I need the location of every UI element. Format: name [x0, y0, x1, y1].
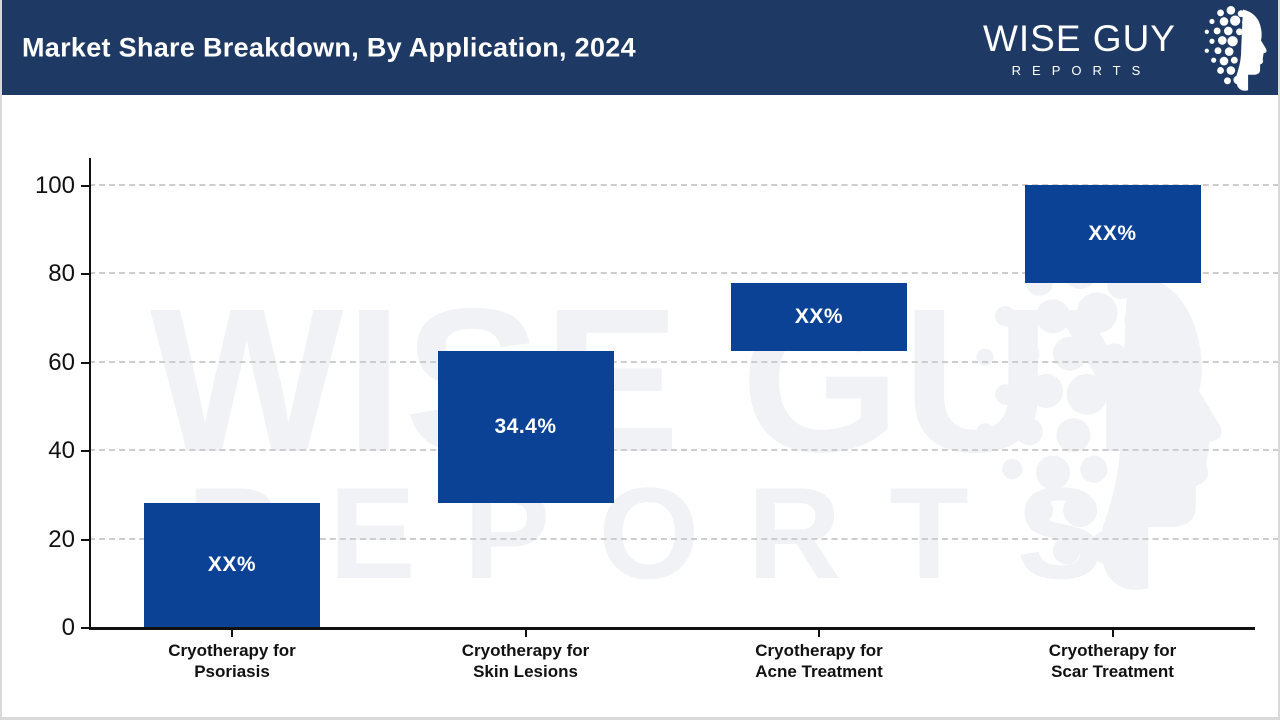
brand-name: WISE GUY	[982, 18, 1176, 59]
x-tick-3	[818, 630, 820, 637]
bar-segment-1: XX%	[144, 503, 320, 627]
x-category-line: Psoriasis	[194, 662, 270, 682]
gridline-20	[89, 537, 1278, 540]
bar-segment-4: XX%	[1024, 185, 1201, 284]
y-axis-line	[89, 158, 91, 629]
watermark-wordmark-line2: REPORTS	[187, 460, 1152, 606]
y-tick-label-0: 0	[61, 614, 75, 641]
x-category-label-4: Cryotherapy for Scar Treatment	[983, 640, 1243, 683]
gridline-80	[89, 272, 1278, 275]
bar-value-label-3: XX%	[794, 305, 844, 329]
bar-segment-3: XX%	[731, 283, 907, 352]
x-tick-2	[524, 630, 527, 637]
x-category-line: Cryotherapy for	[755, 641, 883, 660]
y-tick-label-20: 20	[48, 525, 75, 553]
y-tick-80	[81, 273, 89, 276]
x-category-label-3: Cryotherapy for Acne Treatment	[689, 640, 949, 683]
bar-value-label-2: 34.4%	[494, 415, 557, 439]
gridline-40	[89, 449, 1278, 452]
x-tick-4	[1111, 630, 1114, 637]
bar-value-label-1: XX%	[207, 553, 257, 577]
y-tick-20	[81, 538, 89, 541]
y-tick-label-40: 40	[48, 437, 75, 465]
x-category-label-1: Cryotherapy for Psoriasis	[102, 640, 362, 683]
x-category-line: Cryotherapy for	[461, 641, 590, 660]
y-tick-0	[81, 627, 89, 629]
bar-segment-2: 34.4%	[437, 351, 614, 504]
x-category-label-2: Cryotherapy for Skin Lesions	[396, 640, 656, 683]
y-tick-label-60: 60	[48, 348, 75, 376]
brand-head-icon	[1204, 6, 1267, 91]
chart-title: Market Share Breakdown, By Application, …	[22, 32, 636, 62]
x-category-line: Cryotherapy for	[1048, 641, 1177, 660]
header-bar: Market Share Breakdown, By Application, …	[2, 0, 1278, 95]
y-tick-label-80: 80	[48, 260, 75, 288]
y-tick-100	[81, 185, 89, 187]
x-category-line: Skin Lesions	[473, 662, 578, 682]
x-category-line: Acne Treatment	[755, 662, 883, 682]
x-category-line: Scar Treatment	[1051, 662, 1174, 682]
brand-subname: REPORTS	[1011, 63, 1152, 78]
x-axis-line	[89, 627, 1255, 630]
y-tick-40	[81, 450, 89, 453]
y-tick-label-100: 100	[34, 172, 75, 199]
gridline-60	[89, 360, 1278, 363]
brand-logo: WISE GUY REPORTS	[983, 4, 1267, 92]
bar-value-label-4: XX%	[1088, 222, 1137, 246]
gridline-100	[89, 184, 1278, 186]
y-tick-60	[81, 361, 89, 364]
watermark-head-icon	[976, 255, 1222, 590]
watermark-wordmark-line1: WISE GUY	[150, 266, 1192, 495]
x-tick-1	[231, 630, 233, 637]
x-category-line: Cryotherapy for	[168, 641, 296, 660]
